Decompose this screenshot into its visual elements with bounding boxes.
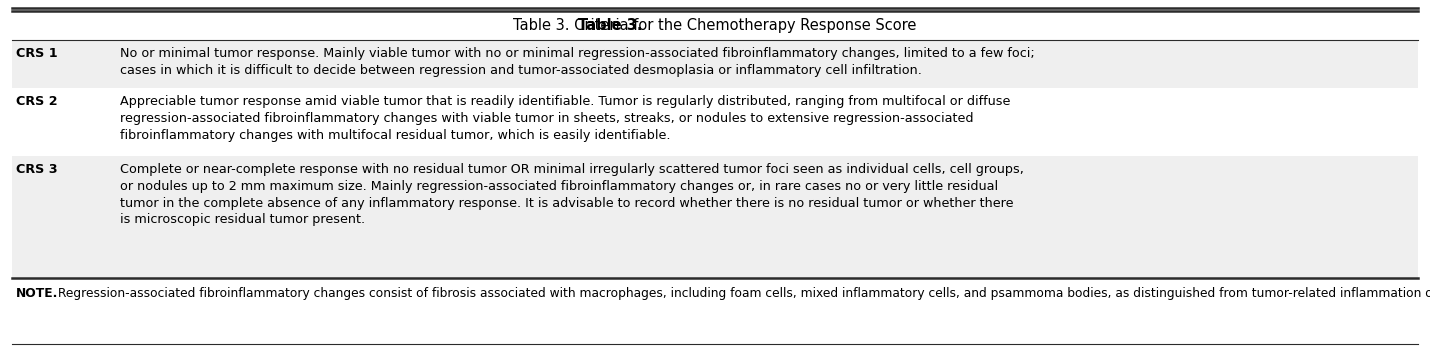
- Bar: [11, 40, 1419, 88]
- Bar: [11, 156, 1419, 278]
- Text: NOTE.: NOTE.: [16, 287, 59, 300]
- Text: CRS 2: CRS 2: [16, 95, 57, 108]
- Text: CRS 1: CRS 1: [16, 47, 57, 60]
- Text: No or minimal tumor response. Mainly viable tumor with no or minimal regression-: No or minimal tumor response. Mainly via…: [120, 47, 1035, 77]
- Text: Table 3. Criteria for the Chemotherapy Response Score: Table 3. Criteria for the Chemotherapy R…: [513, 18, 917, 33]
- Text: Appreciable tumor response amid viable tumor that is readily identifiable. Tumor: Appreciable tumor response amid viable t…: [120, 95, 1011, 142]
- Bar: [11, 88, 1419, 156]
- Text: Complete or near-complete response with no residual tumor OR minimal irregularly: Complete or near-complete response with …: [120, 163, 1024, 226]
- Text: Table 3.: Table 3.: [578, 18, 644, 33]
- Text: Regression-associated fibroinflammatory changes consist of fibrosis associated w: Regression-associated fibroinflammatory …: [54, 287, 1430, 300]
- Text: CRS 3: CRS 3: [16, 163, 57, 176]
